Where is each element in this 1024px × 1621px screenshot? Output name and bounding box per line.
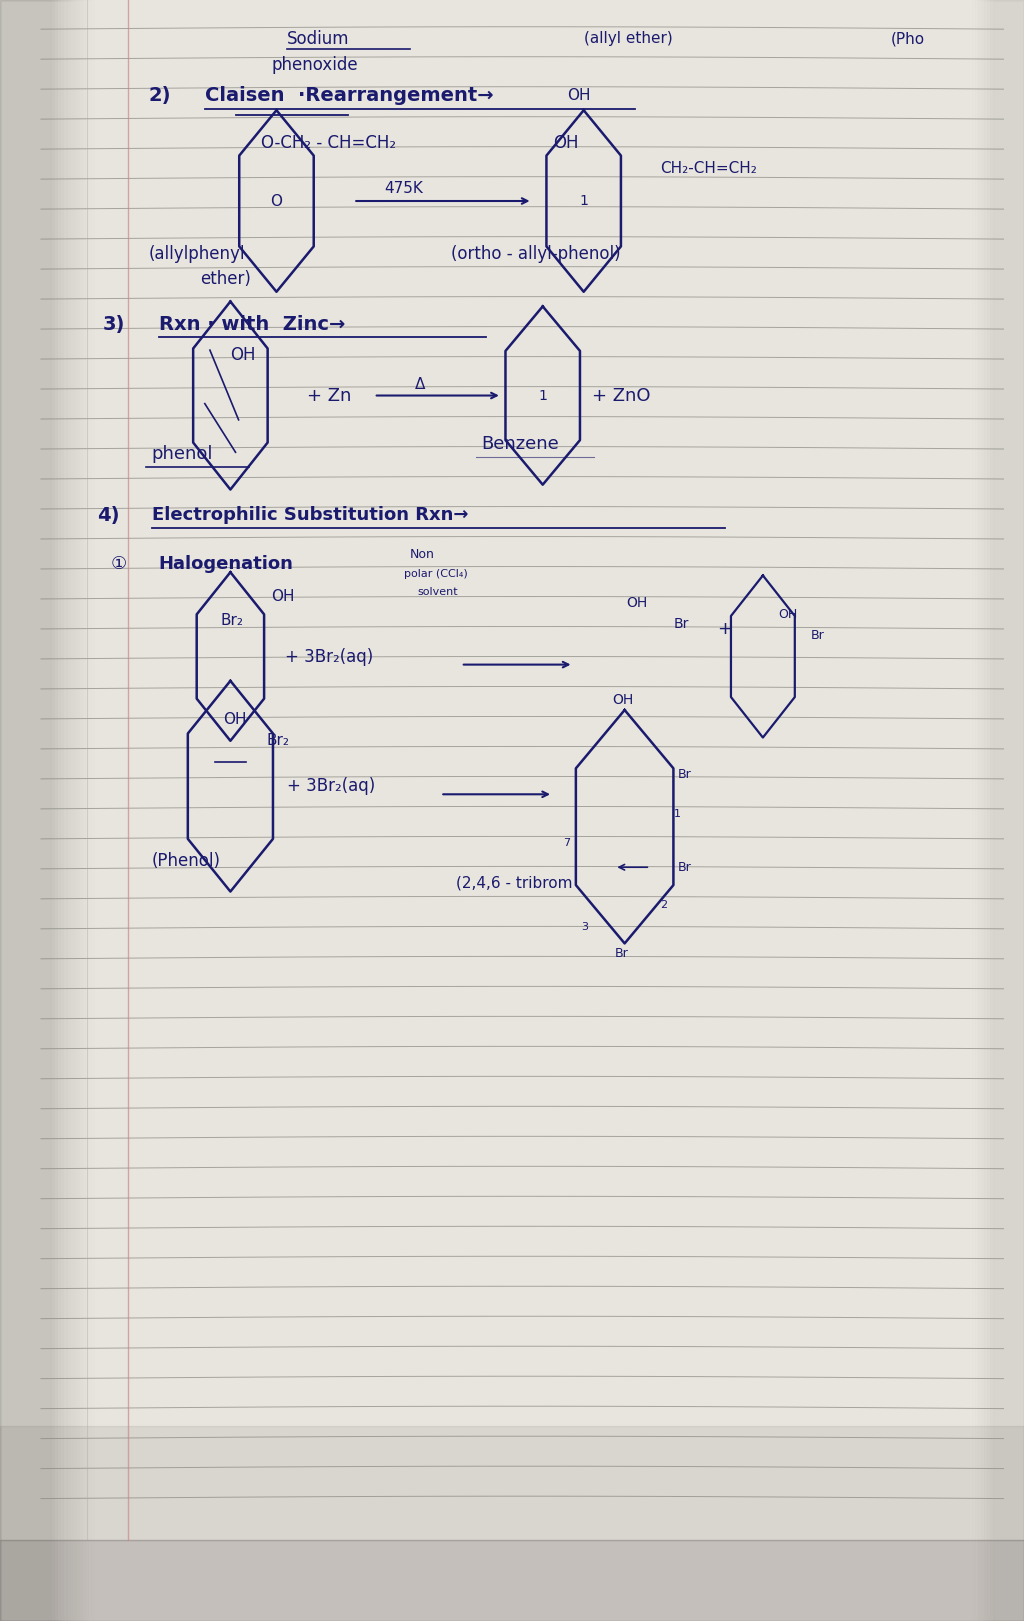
- Text: O: O: [270, 193, 283, 209]
- Bar: [0, 0, 91, 1621]
- Text: 1: 1: [674, 809, 681, 819]
- Bar: [0, 0, 63, 1621]
- Text: OH: OH: [223, 712, 247, 728]
- Bar: [0, 0, 82, 1621]
- Text: Br: Br: [614, 947, 628, 960]
- Bar: [0, 0, 73, 1621]
- Bar: [0, 0, 85, 1621]
- Text: + ZnO: + ZnO: [592, 386, 650, 405]
- Text: Benzene: Benzene: [481, 434, 559, 454]
- Text: polar (CCl₄): polar (CCl₄): [404, 569, 468, 579]
- Text: Br: Br: [811, 629, 824, 642]
- Bar: [987, 0, 1024, 1621]
- Text: 3): 3): [102, 314, 125, 334]
- Bar: [0, 0, 76, 1621]
- Bar: [0, 1540, 1024, 1621]
- Bar: [0, 0, 88, 1621]
- Bar: [993, 0, 1024, 1621]
- Text: OH: OH: [567, 88, 590, 104]
- Text: (2,4,6 - tribrom: (2,4,6 - tribrom: [456, 875, 572, 892]
- Text: 2: 2: [660, 900, 668, 909]
- Bar: [0, 0, 51, 1621]
- Bar: [0, 0, 79, 1621]
- Text: phenol: phenol: [152, 444, 213, 464]
- Text: ether): ether): [200, 269, 251, 289]
- Text: Electrophilic Substitution Rxn→: Electrophilic Substitution Rxn→: [152, 506, 468, 525]
- Text: Br: Br: [678, 768, 691, 781]
- Text: (Phenol): (Phenol): [152, 851, 220, 870]
- Text: Br₂: Br₂: [266, 733, 289, 749]
- Text: OH: OH: [230, 345, 256, 365]
- Text: 1: 1: [539, 389, 547, 402]
- Text: Halogenation: Halogenation: [159, 554, 294, 574]
- Bar: [0, 1426, 1024, 1540]
- Text: 1: 1: [580, 195, 588, 207]
- Text: +: +: [717, 619, 732, 639]
- Text: Br: Br: [674, 618, 689, 631]
- Text: Δ: Δ: [415, 376, 425, 392]
- Text: Claisen  ·Rearrangement→: Claisen ·Rearrangement→: [205, 86, 494, 105]
- Bar: [978, 0, 1024, 1621]
- Text: OH: OH: [627, 597, 648, 609]
- Bar: [0, 0, 94, 1621]
- Text: + Zn: + Zn: [307, 386, 351, 405]
- Bar: [0, 0, 57, 1621]
- Text: 475K: 475K: [384, 180, 423, 196]
- Text: (ortho - allyl-phenol): (ortho - allyl-phenol): [451, 245, 621, 264]
- Text: (allylphenyl: (allylphenyl: [148, 245, 245, 264]
- Text: OH: OH: [553, 133, 579, 152]
- Text: Sodium: Sodium: [287, 29, 349, 49]
- Text: (allyl ether): (allyl ether): [584, 31, 673, 47]
- Text: ①: ①: [111, 554, 127, 574]
- Text: Br: Br: [678, 861, 691, 874]
- Bar: [972, 0, 1024, 1621]
- Text: 3: 3: [582, 922, 589, 932]
- Text: solvent: solvent: [418, 587, 459, 597]
- Text: OH: OH: [778, 608, 798, 621]
- Text: Non: Non: [410, 548, 434, 561]
- Text: (Pho: (Pho: [891, 31, 925, 47]
- Text: O-CH₂ - CH=CH₂: O-CH₂ - CH=CH₂: [261, 133, 396, 152]
- Text: OH: OH: [612, 694, 634, 707]
- Text: + 3Br₂(aq): + 3Br₂(aq): [285, 647, 373, 666]
- Text: CH₂-CH=CH₂: CH₂-CH=CH₂: [660, 160, 758, 177]
- Bar: [0, 0, 70, 1621]
- Bar: [990, 0, 1024, 1621]
- Text: 7: 7: [563, 838, 570, 848]
- Text: OH: OH: [271, 588, 295, 605]
- Bar: [0, 0, 60, 1621]
- Bar: [0, 0, 67, 1621]
- Bar: [981, 0, 1024, 1621]
- Text: Br₂: Br₂: [220, 613, 243, 629]
- Text: Rxn · with  Zinc→: Rxn · with Zinc→: [159, 314, 345, 334]
- Text: phenoxide: phenoxide: [271, 55, 358, 75]
- Bar: [0, 0, 54, 1621]
- Bar: [984, 0, 1024, 1621]
- Text: 2): 2): [148, 86, 171, 105]
- Text: + 3Br₂(aq): + 3Br₂(aq): [287, 776, 375, 796]
- Text: 4): 4): [97, 506, 120, 525]
- Bar: [975, 0, 1024, 1621]
